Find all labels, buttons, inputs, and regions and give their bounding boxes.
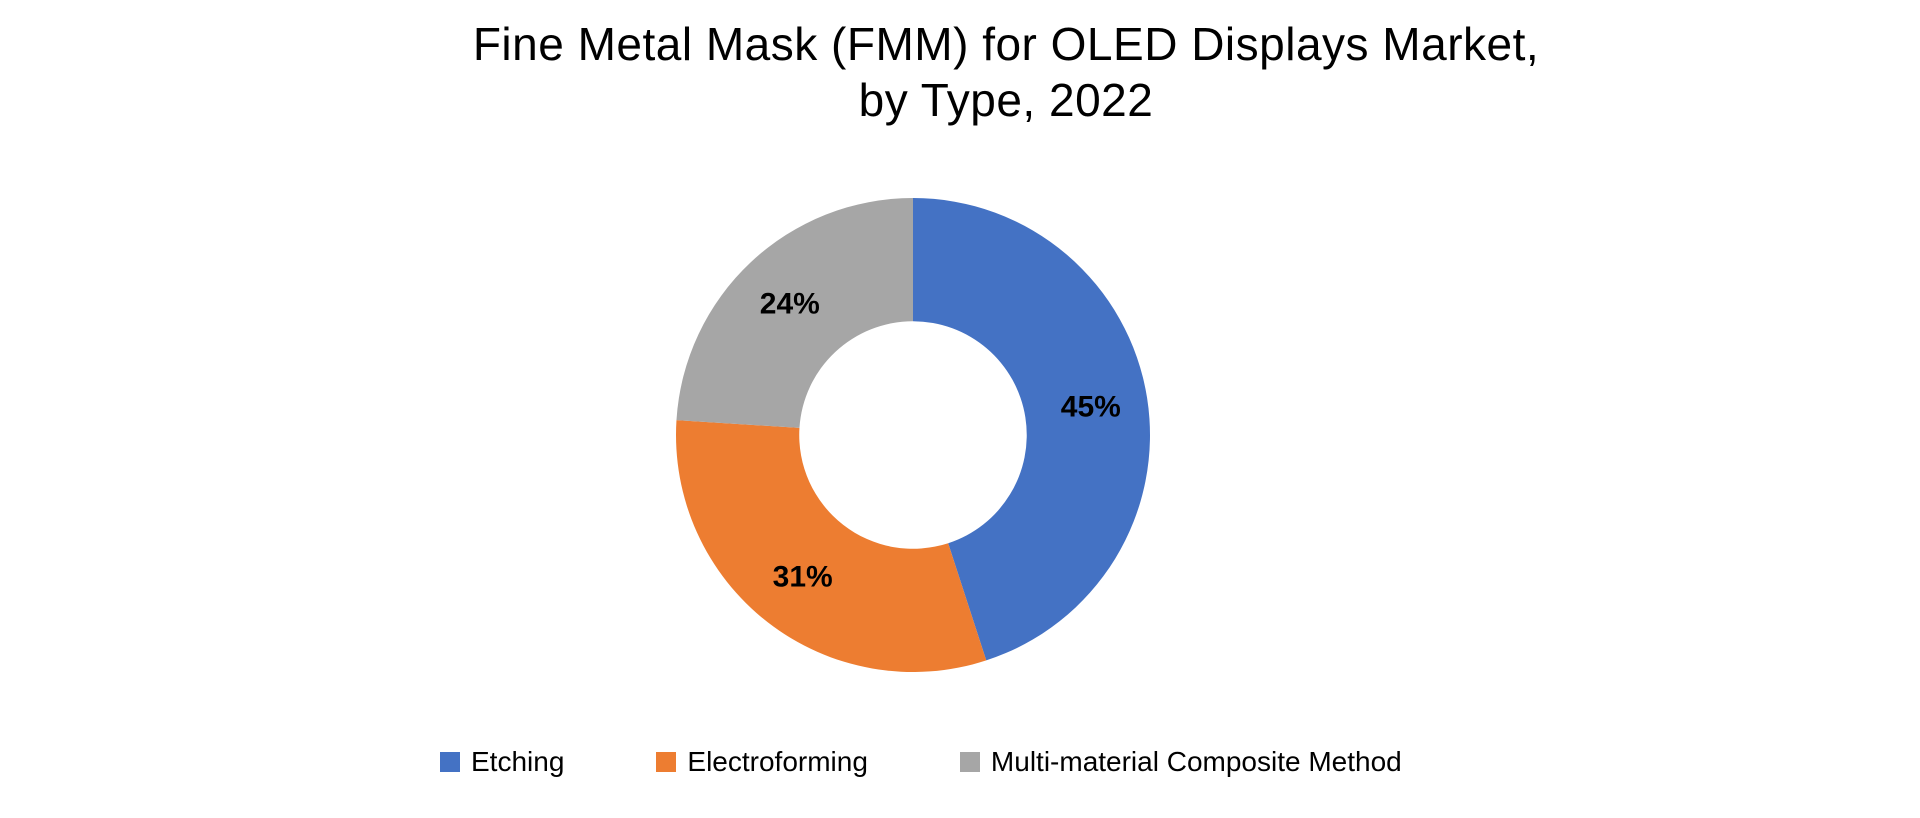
legend-item: Electroforming <box>656 746 868 778</box>
data-label-multi-material-composite-method: 24% <box>760 287 820 320</box>
legend-swatch-icon <box>959 752 980 772</box>
legend-item: Etching <box>440 746 564 778</box>
slice-electroforming <box>676 420 987 672</box>
legend-label: Etching <box>471 746 565 777</box>
legend-label: Electroforming <box>687 746 868 777</box>
legend-label: Multi-material Composite Method <box>990 746 1402 777</box>
slice-multi-material-composite-method <box>676 198 913 428</box>
legend-swatch-icon <box>440 752 460 772</box>
chart-title-line-1: Fine Metal Mask (FMM) for OLED Displays … <box>472 18 1540 70</box>
slice-etching <box>913 198 1151 661</box>
data-label-etching: 45% <box>1061 390 1121 423</box>
chart-title-line-2: by Type, 2022 <box>858 74 1154 126</box>
legend-swatch-icon <box>656 752 677 772</box>
data-label-electroforming: 31% <box>773 561 833 594</box>
chart-title: Fine Metal Mask (FMM) for OLED Displays … <box>473 16 1539 128</box>
donut-chart: 45% 31% 24% <box>676 198 1151 672</box>
legend: Etching Electroforming Multi-material Co… <box>440 746 1402 778</box>
legend-item: Multi-material Composite Method <box>959 746 1402 778</box>
